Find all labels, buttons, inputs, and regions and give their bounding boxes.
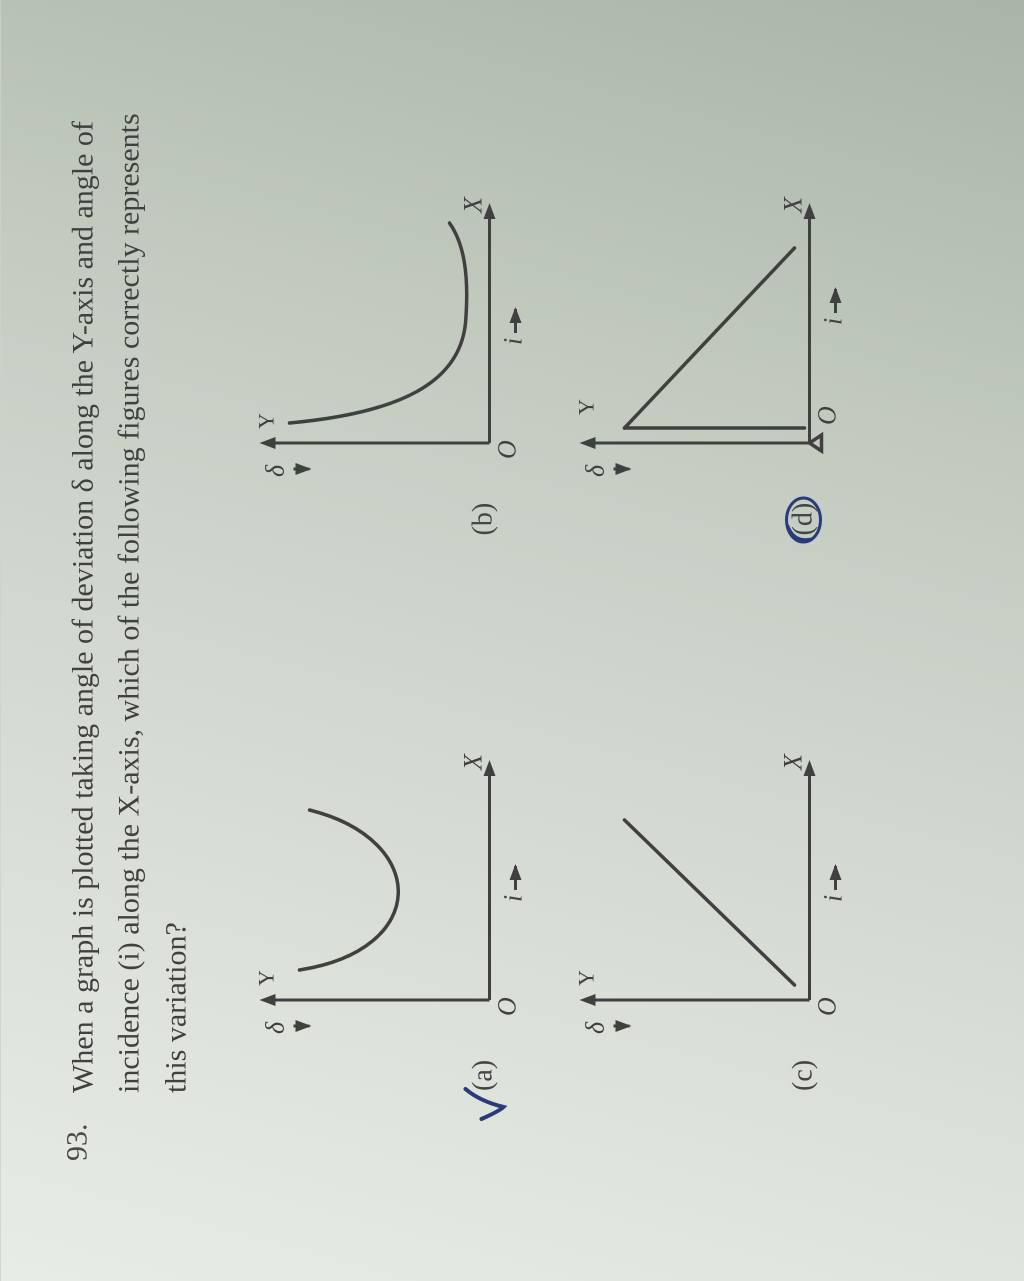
option-a: (a) δ Y O X i: [250, 636, 530, 1092]
axis-origin-c: O: [813, 997, 842, 1016]
axis-y-label-d: Y: [574, 399, 599, 415]
axis-x-label-c: X: [779, 753, 808, 771]
axis-y-var: δ: [261, 1021, 290, 1034]
option-a-label: (a): [468, 1060, 500, 1091]
axis-origin-d: O: [813, 406, 842, 425]
axis-y-label-b: Y: [254, 413, 279, 429]
option-b-label: (b): [468, 503, 500, 536]
axis-x-var-d: i: [819, 318, 848, 325]
axis-x-var-c: i: [819, 895, 848, 902]
axis-y-label-c: Y: [574, 970, 599, 986]
axis-x-var: i: [499, 895, 528, 902]
chart-a: δ Y O X i: [250, 740, 530, 1040]
question-block: 93. When a graph is plotted taking angle…: [60, 80, 200, 1161]
chart-d: δ Y O X i: [570, 183, 850, 483]
option-d-label: (d): [788, 503, 820, 536]
circle-mark-icon: [782, 496, 826, 546]
axis-y-label: Y: [254, 970, 279, 986]
axis-y-var-c: δ: [581, 1021, 610, 1034]
axis-x-label-b: X: [459, 196, 488, 214]
option-b: (b) δ Y O X i: [250, 80, 530, 536]
option-c-label: (c): [788, 1060, 820, 1091]
axis-x-label-d: X: [779, 196, 808, 214]
chart-b: δ Y O X i: [250, 183, 530, 483]
axis-x-var-b: i: [499, 338, 528, 345]
axis-x-label: X: [459, 753, 488, 771]
question-text: When a graph is plotted taking angle of …: [60, 113, 200, 1093]
option-c: (c) δ Y O X i: [570, 636, 850, 1092]
axis-y-var-b: δ: [261, 464, 290, 477]
tick-mark-icon: [460, 1087, 510, 1123]
chart-c: δ Y O X i: [570, 740, 850, 1040]
axis-origin: O: [493, 997, 522, 1016]
page-container: 93. When a graph is plotted taking angle…: [0, 0, 1024, 1281]
question-number: 93.: [60, 1111, 200, 1161]
axis-origin-b: O: [493, 440, 522, 459]
axis-y-var-d: δ: [581, 464, 610, 477]
option-d: (d) δ Y O X i: [570, 80, 850, 536]
options-grid: (a) δ Y O X i: [250, 80, 850, 1091]
